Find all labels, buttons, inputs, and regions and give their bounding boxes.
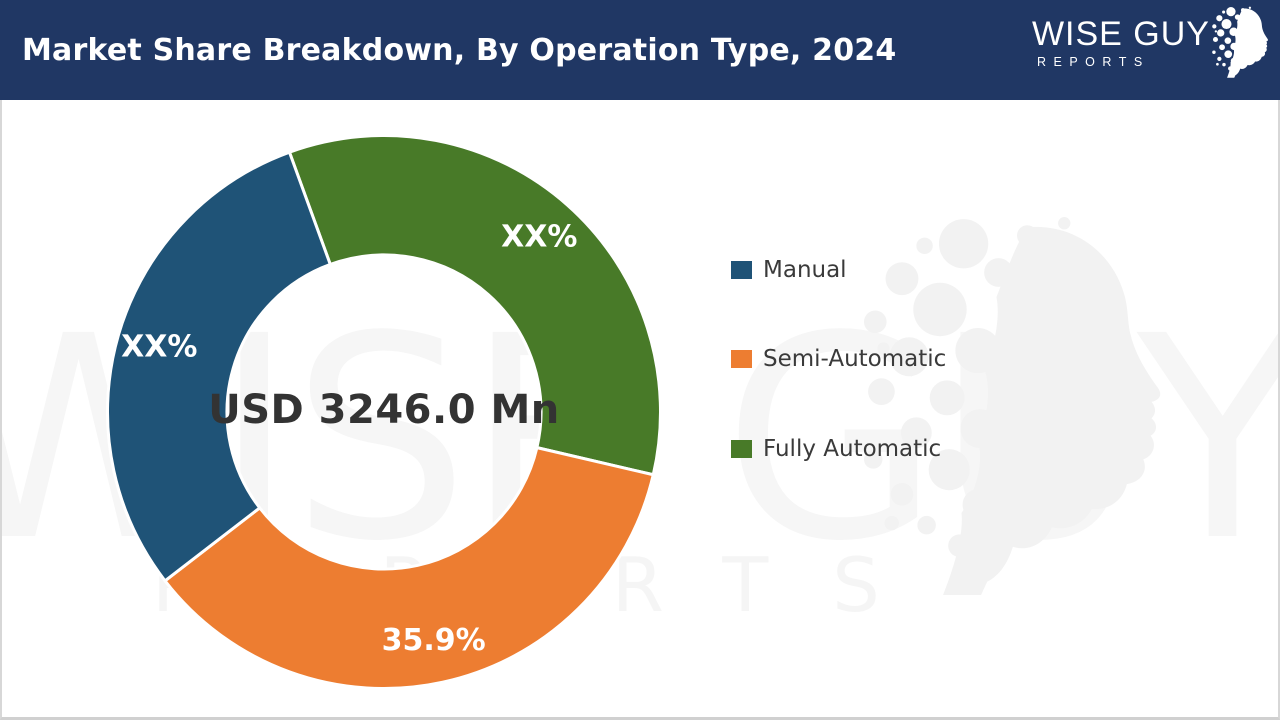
donut-segment-semi-automatic: [163, 446, 655, 690]
segment-label-fully-automatic: XX%: [501, 219, 577, 254]
donut-chart: XX% 35.9% XX%: [106, 134, 662, 690]
legend-label: Semi-Automatic: [763, 346, 947, 372]
legend-swatch-fully-automatic: [731, 440, 752, 458]
legend-label: Manual: [763, 257, 847, 283]
donut-segment-fully-automatic: [287, 134, 662, 477]
segment-label-semi-automatic: 35.9%: [382, 623, 486, 658]
donut-segment-manual: [106, 150, 332, 583]
header-bar: Market Share Breakdown, By Operation Typ…: [0, 0, 1280, 100]
logo-subtitle: REPORTS: [1036, 55, 1150, 69]
page-title: Market Share Breakdown, By Operation Typ…: [22, 32, 897, 68]
logo-face-icon: [1212, 6, 1268, 78]
legend-item-manual: Manual: [731, 252, 847, 288]
donut-center-value: USD 3246.0 Mn: [208, 387, 560, 433]
logo-text: WISE GUY REPORTS: [1032, 15, 1210, 69]
watermark-face-icon: [863, 217, 1161, 595]
legend-item-semi-automatic: Semi-Automatic: [731, 341, 946, 377]
chart-area: WISE GUY REPORTS XX%35.9%XX% USD 3246.0 …: [0, 100, 1280, 720]
wise-guy-logo: WISE GUY REPORTS: [1032, 6, 1270, 78]
logo-wordmark: WISE GUY: [1031, 15, 1210, 53]
legend-item-fully-automatic: Fully Automatic: [731, 431, 941, 467]
segment-label-manual: XX%: [121, 329, 197, 364]
legend-swatch-semi-automatic: [731, 350, 752, 368]
legend-swatch-manual: [731, 261, 752, 279]
legend-label: Fully Automatic: [763, 436, 942, 462]
